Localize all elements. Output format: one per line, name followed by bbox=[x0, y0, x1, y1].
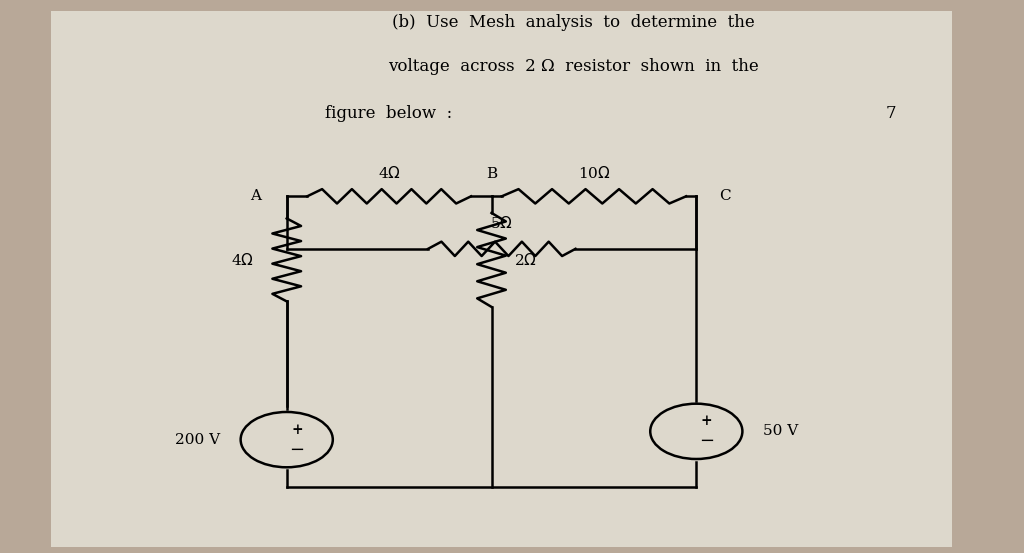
Text: 4$\Omega$: 4$\Omega$ bbox=[231, 252, 254, 268]
Text: C: C bbox=[719, 189, 730, 204]
Text: 5$\Omega$: 5$\Omega$ bbox=[490, 215, 513, 231]
Text: figure  below  :: figure below : bbox=[326, 105, 453, 122]
Text: +: + bbox=[291, 422, 303, 437]
Text: −: − bbox=[699, 432, 714, 450]
Text: 4$\Omega$: 4$\Omega$ bbox=[378, 165, 400, 181]
Text: −: − bbox=[290, 441, 304, 458]
Text: +: + bbox=[700, 414, 713, 429]
FancyBboxPatch shape bbox=[51, 11, 952, 547]
Text: 7: 7 bbox=[886, 105, 896, 122]
Text: 200 V: 200 V bbox=[175, 432, 220, 447]
Text: voltage  across  2 Ω  resistor  shown  in  the: voltage across 2 Ω resistor shown in the bbox=[388, 58, 759, 75]
Text: 50 V: 50 V bbox=[763, 424, 798, 439]
Text: B: B bbox=[486, 167, 497, 181]
Text: A: A bbox=[250, 189, 261, 204]
Text: (b)  Use  Mesh  analysis  to  determine  the: (b) Use Mesh analysis to determine the bbox=[392, 14, 755, 31]
Text: 10$\Omega$: 10$\Omega$ bbox=[578, 165, 610, 181]
Text: 2$\Omega$: 2$\Omega$ bbox=[514, 252, 537, 268]
